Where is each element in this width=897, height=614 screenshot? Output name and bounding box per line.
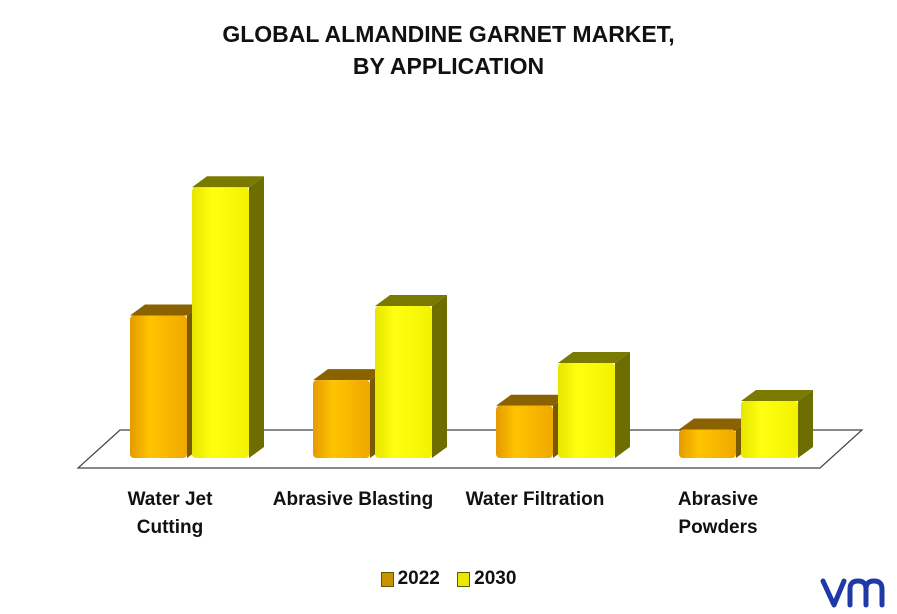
- category-label-abrasive-powders: Abrasive Powders: [628, 486, 808, 542]
- legend-item-2022: 2022: [380, 568, 440, 590]
- bar-2022-3: [679, 429, 736, 458]
- category-label-water-filtration: Water Filtration: [445, 486, 625, 514]
- category-label-abrasive-blasting: Abrasive Blasting: [263, 486, 443, 514]
- bar-2030-0-top: [192, 176, 264, 188]
- bar-2022-0-top: [130, 304, 202, 316]
- legend-swatch-2022: [380, 571, 394, 587]
- bar-2030-1: [375, 306, 432, 458]
- category-label-line: Abrasive Blasting: [272, 489, 434, 510]
- chart-title: GLOBAL ALMANDINE GARNET MARKET, BY APPLI…: [0, 18, 897, 82]
- bar-2030-2: [558, 363, 615, 458]
- bar-2030-0-side: [249, 176, 264, 458]
- bar-2030-1-top: [375, 295, 447, 306]
- category-label-water-jet-cutting: Water Jet Cutting: [80, 486, 260, 542]
- bar-2022-2-top: [496, 394, 568, 406]
- legend-swatch-2030: [457, 571, 471, 587]
- bar-2030-3-side: [798, 390, 813, 458]
- bar-2030-0: [192, 187, 249, 458]
- bar-2022-2: [496, 405, 553, 458]
- bar-2030-2-side: [615, 352, 630, 458]
- bar-2022-1-top: [313, 369, 385, 381]
- legend-label-2030: 2030: [474, 568, 517, 589]
- vmr-logo: [820, 578, 885, 608]
- bar-2022-1: [313, 380, 370, 458]
- bar-2030-1-side: [432, 295, 447, 458]
- chart-title-line1: GLOBAL ALMANDINE GARNET MARKET,: [222, 21, 675, 47]
- bar-2022-0: [130, 315, 187, 458]
- legend-item-2030: 2030: [457, 568, 516, 590]
- bar-2022-3-top: [679, 418, 751, 430]
- bar-2030-2-top: [558, 352, 630, 363]
- category-label-line: Water Jet: [127, 489, 213, 510]
- chart-floor: [76, 429, 864, 469]
- chart-title-line2: BY APPLICATION: [352, 53, 545, 79]
- category-label-line: Abrasive: [677, 489, 759, 510]
- category-label-line: Cutting: [136, 517, 204, 538]
- bar-2030-3-top: [741, 390, 813, 401]
- category-label-line: Water Filtration: [465, 489, 605, 510]
- legend: 2022 2030: [0, 568, 897, 593]
- bar-2030-3: [741, 401, 798, 458]
- category-label-line: Powders: [678, 517, 758, 538]
- legend-label-2022: 2022: [397, 568, 440, 589]
